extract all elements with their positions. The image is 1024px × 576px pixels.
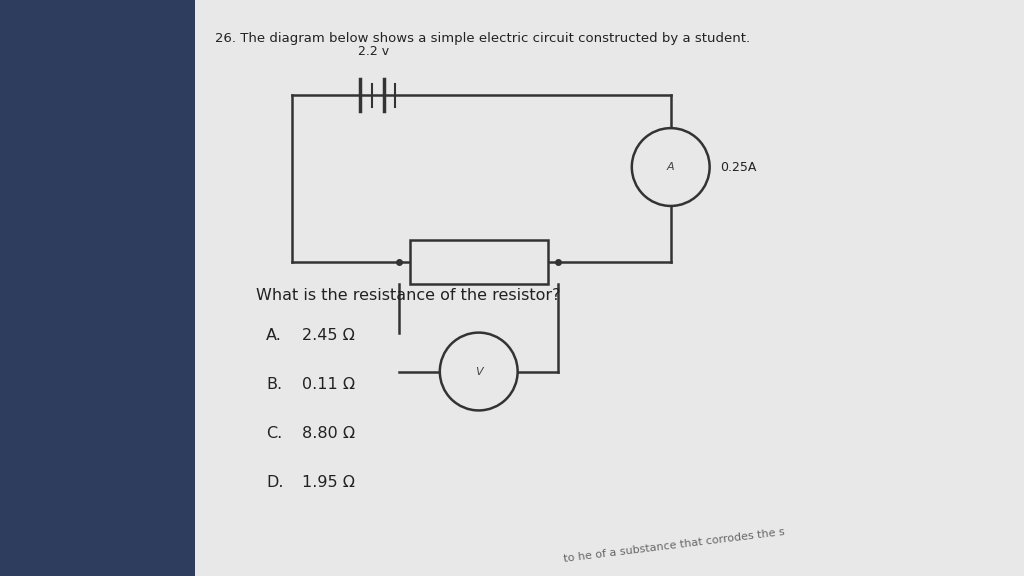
Text: 0.11 Ω: 0.11 Ω bbox=[302, 377, 355, 392]
Text: D.: D. bbox=[266, 475, 284, 490]
Text: C.: C. bbox=[266, 426, 283, 441]
Text: 26. The diagram below shows a simple electric circuit constructed by a student.: 26. The diagram below shows a simple ele… bbox=[215, 32, 751, 45]
Text: 2.2 v: 2.2 v bbox=[358, 44, 389, 58]
Ellipse shape bbox=[440, 332, 518, 411]
Text: A.: A. bbox=[266, 328, 283, 343]
Ellipse shape bbox=[632, 128, 710, 206]
Text: 8.80 Ω: 8.80 Ω bbox=[302, 426, 355, 441]
Text: B.: B. bbox=[266, 377, 283, 392]
Bar bbox=[410, 240, 548, 284]
Text: What is the resistance of the resistor?: What is the resistance of the resistor? bbox=[256, 288, 560, 303]
Bar bbox=[0, 0, 195, 576]
Text: 0.25A: 0.25A bbox=[720, 161, 757, 173]
Text: V: V bbox=[475, 366, 482, 377]
Text: 2.45 Ω: 2.45 Ω bbox=[302, 328, 355, 343]
Text: 1.95 Ω: 1.95 Ω bbox=[302, 475, 355, 490]
Text: to he of a substance that corrodes the s: to he of a substance that corrodes the s bbox=[563, 526, 785, 563]
Text: A: A bbox=[667, 162, 675, 172]
